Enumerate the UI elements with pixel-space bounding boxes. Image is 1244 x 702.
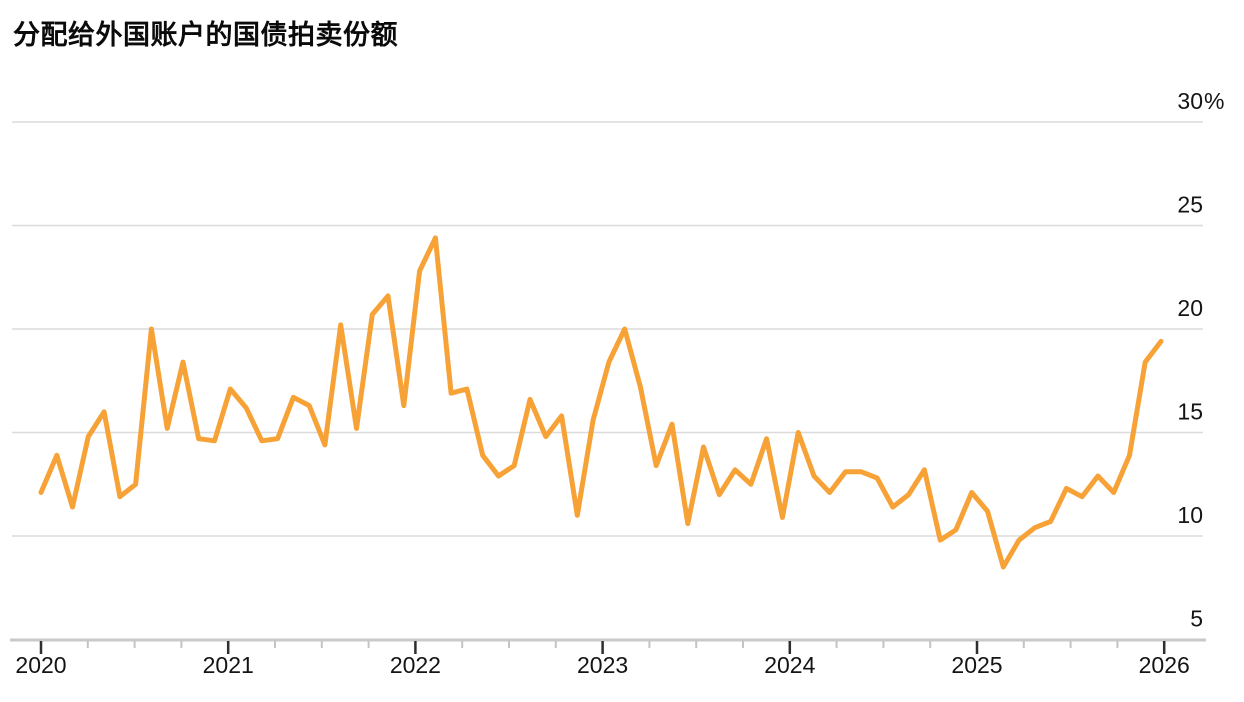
y-axis-unit-label: % [1204,88,1224,114]
data-line [38,235,1164,570]
x-axis-label: 2026 [1139,652,1190,678]
chart-title: 分配给外国账户的国债拍卖份额 [13,20,398,50]
y-axis-label: 10 [1177,502,1203,528]
y-axis-label: 15 [1177,399,1203,425]
y-axis-label: 25 [1177,192,1203,218]
x-axis-label: 2022 [390,652,441,678]
x-axis-label: 2025 [951,652,1002,678]
x-axis-label: 2021 [203,652,254,678]
y-axis-label: 5 [1190,606,1203,632]
x-axis-label: 2020 [15,652,66,678]
y-axis-label: 30 [1177,88,1203,114]
x-axis-label: 2024 [764,652,815,678]
y-axis-label: 20 [1177,295,1203,321]
x-axis-label: 2023 [577,652,628,678]
